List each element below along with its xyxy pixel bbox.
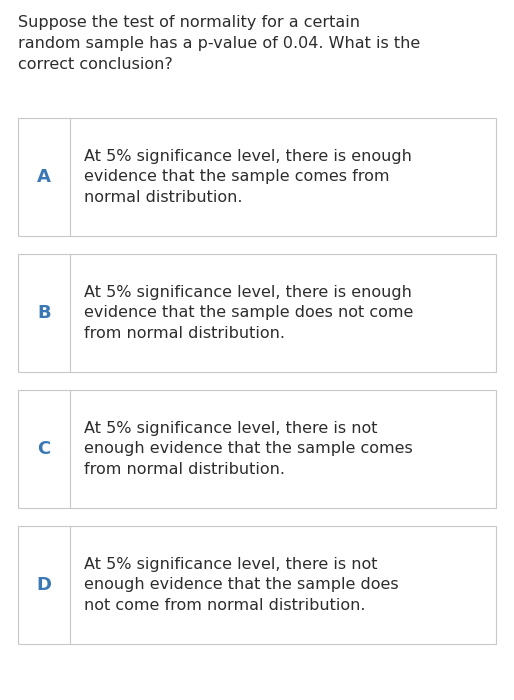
Bar [18, 118, 496, 236]
Text: Suppose the test of normality for a certain
random sample has a p-value of 0.04.: Suppose the test of normality for a cert… [18, 15, 420, 72]
Text: A: A [37, 168, 51, 186]
Text: At 5% significance level, there is not
enough evidence that the sample comes
fro: At 5% significance level, there is not e… [84, 421, 413, 477]
Bar [18, 390, 496, 508]
Bar [18, 254, 496, 372]
Bar [18, 526, 496, 644]
Text: At 5% significance level, there is enough
evidence that the sample does not come: At 5% significance level, there is enoug… [84, 284, 413, 342]
Text: B: B [37, 304, 51, 322]
Text: C: C [38, 440, 50, 458]
Text: D: D [36, 576, 51, 594]
Text: At 5% significance level, there is not
enough evidence that the sample does
not : At 5% significance level, there is not e… [84, 556, 399, 613]
Text: At 5% significance level, there is enough
evidence that the sample comes from
no: At 5% significance level, there is enoug… [84, 148, 412, 206]
